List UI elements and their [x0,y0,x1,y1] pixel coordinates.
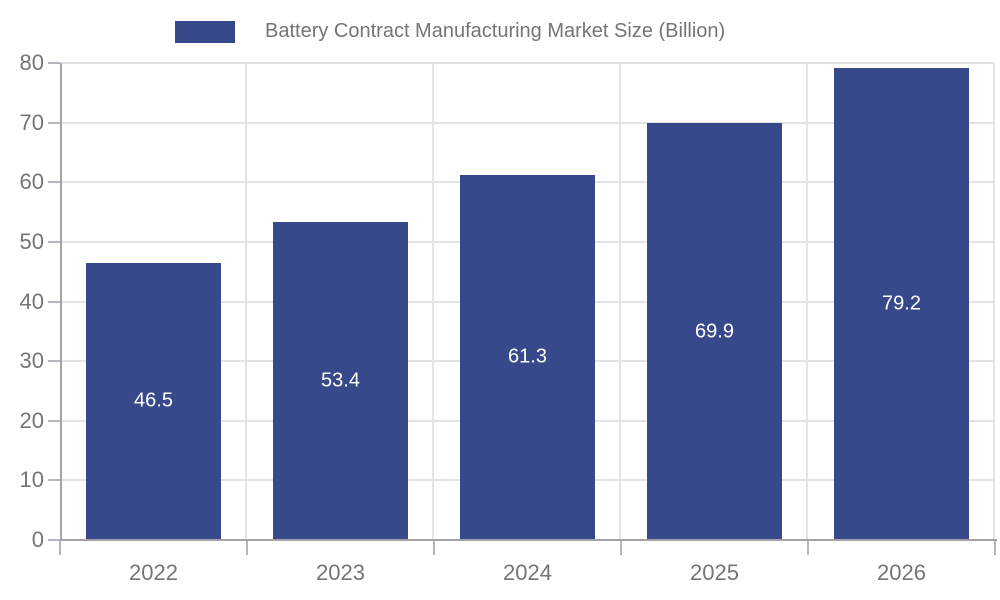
y-tick-label: 30 [19,348,44,374]
gridline-horizontal [60,62,995,64]
y-tick-label: 10 [19,467,44,493]
gridline-vertical [432,63,434,540]
x-tick-label: 2025 [690,560,739,585]
gridline-vertical [806,63,808,540]
y-axis-tick [48,181,60,184]
bar: 53.4 [273,221,408,540]
x-axis-tick [433,541,435,555]
bar-value-label: 46.5 [134,389,173,412]
y-axis-tick [48,539,60,541]
y-axis-tick [48,360,60,363]
y-axis-line [60,63,62,541]
gridline-horizontal [60,121,995,124]
y-tick-label: 50 [19,228,44,254]
bar: 79.2 [834,67,969,540]
bar: 61.3 [460,174,595,540]
x-axis-line [60,539,997,541]
plot-area: 46.5 53.4 61.3 69.9 79.2 [60,62,995,540]
x-axis-tick [807,541,809,555]
legend-label: Battery Contract Manufacturing Market Si… [265,20,726,42]
bar-value-label: 53.4 [321,369,360,392]
y-tick-label: 40 [19,288,44,314]
bar: 46.5 [86,262,221,540]
bar-value-label: 79.2 [882,292,921,315]
y-axis-tick [48,300,60,303]
x-axis-tick [620,541,622,555]
y-axis-tick [48,419,60,422]
y-axis-tick [48,479,60,482]
x-tick-label: 2022 [129,560,178,585]
bar-value-label: 61.3 [508,345,547,368]
y-tick-label: 20 [19,407,44,433]
x-tick-label: 2023 [316,560,365,585]
y-tick-label: 60 [19,169,44,195]
x-axis-tick [59,541,61,555]
bar: 69.9 [647,123,782,540]
y-axis-tick [48,121,60,124]
y-tick-label: 0 [31,527,44,552]
x-axis-tick [246,541,248,555]
legend-swatch [175,20,235,43]
y-axis-tick [48,62,60,64]
gridline-vertical [245,63,247,540]
y-tick-label: 80 [19,50,44,75]
gridline-vertical [619,63,621,540]
x-tick-label: 2026 [877,560,926,585]
x-axis-tick [994,541,996,555]
gridline-vertical [993,63,995,540]
chart-legend: Battery Contract Manufacturing Market Si… [175,20,725,43]
x-tick-label: 2024 [503,560,552,585]
bar-value-label: 69.9 [695,320,734,343]
y-axis-tick [48,240,60,243]
y-tick-label: 70 [19,109,44,135]
